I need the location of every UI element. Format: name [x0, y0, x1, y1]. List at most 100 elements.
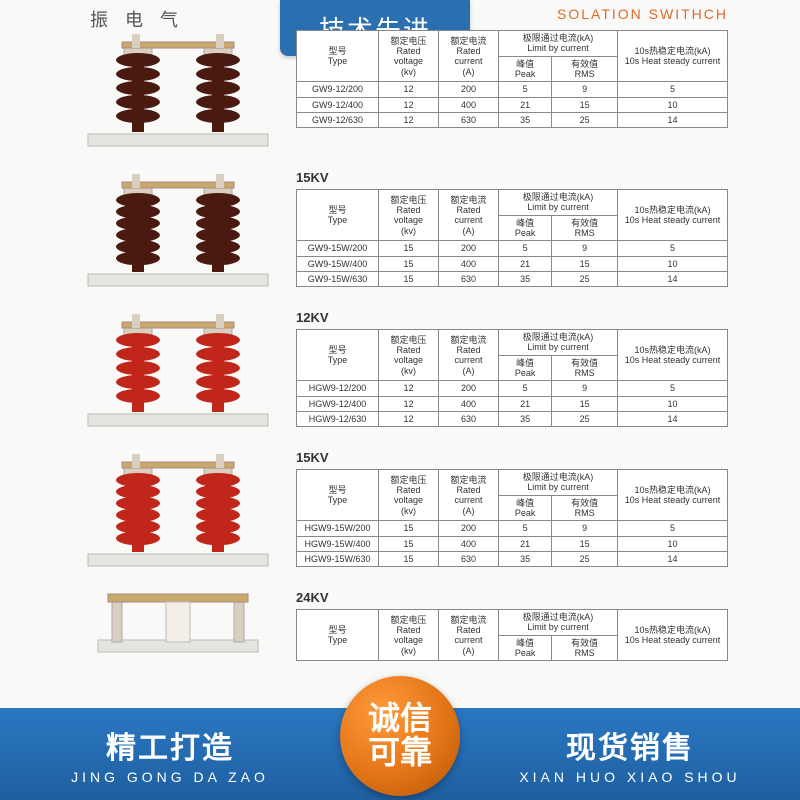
seal-top-text: 诚信 [368, 702, 432, 736]
spec-table: 型号Type 额定电压Rated voltage(kv) 额定电流Rated c… [296, 469, 728, 567]
section-row: 15KV 型号Type 额定电压Rated voltage(kv) 额定电流Ra… [78, 170, 728, 290]
footer-left-small: JING GONG DA ZAO [0, 769, 340, 785]
table-row: GW9-15W/400 15 400 21 15 10 [297, 256, 728, 271]
cell-rms: 9 [552, 381, 618, 396]
cell-curr: 400 [439, 396, 499, 411]
cell-peak: 5 [499, 241, 552, 256]
cell-heat: 10 [618, 256, 728, 271]
spec-table: 型号Type 额定电压Rated voltage(kv) 额定电流Rated c… [296, 329, 728, 427]
table-row: HGW9-15W/200 15 200 5 9 5 [297, 521, 728, 536]
table-row: GW9-15W/200 15 200 5 9 5 [297, 241, 728, 256]
cell-volt: 15 [379, 241, 439, 256]
cell-volt: 15 [379, 552, 439, 567]
th-rms: 有效值RMS [552, 215, 618, 241]
cell-heat: 14 [618, 272, 728, 287]
th-voltage: 额定电压Rated voltage(kv) [379, 330, 439, 381]
cell-heat: 10 [618, 97, 728, 112]
spec-block: 12KV 型号Type 额定电压Rated voltage(kv) 额定电流Ra… [296, 310, 728, 427]
spec-table: 型号Type 额定电压Rated voltage(kv) 额定电流Rated c… [296, 30, 728, 128]
cell-rms: 15 [552, 396, 618, 411]
cell-volt: 12 [379, 412, 439, 427]
cell-volt: 12 [379, 396, 439, 411]
th-voltage: 额定电压Rated voltage(kv) [379, 610, 439, 661]
section-row: 15KV 型号Type 额定电压Rated voltage(kv) 额定电流Ra… [78, 450, 728, 570]
cell-peak: 21 [499, 256, 552, 271]
cell-volt: 12 [379, 113, 439, 128]
th-type: 型号Type [297, 31, 379, 82]
cell-curr: 630 [439, 272, 499, 287]
cell-peak: 35 [499, 113, 552, 128]
cell-rms: 15 [552, 256, 618, 271]
cell-volt: 15 [379, 536, 439, 551]
kv-label: 12KV [296, 310, 728, 325]
cell-peak: 21 [499, 536, 552, 551]
table-row: HGW9-12/400 12 400 21 15 10 [297, 396, 728, 411]
spec-block: 24KV 型号Type 额定电压Rated voltage(kv) 额定电流Ra… [296, 590, 728, 661]
footer-right: 现货销售 XIAN HUO XIAO SHOU [460, 723, 800, 785]
cell-heat: 14 [618, 552, 728, 567]
footer-right-small: XIAN HUO XIAO SHOU [460, 769, 800, 785]
cell-volt: 12 [379, 97, 439, 112]
th-heat: 10s热稳定电流(kA)10s Heat steady current [618, 330, 728, 381]
table-row: GW9-12/630 12 630 35 25 14 [297, 113, 728, 128]
th-rms: 有效值RMS [552, 56, 618, 82]
header-left-text: 振 电 气 [90, 6, 184, 32]
cell-rms: 25 [552, 552, 618, 567]
th-heat: 10s热稳定电流(kA)10s Heat steady current [618, 610, 728, 661]
footer-seal: 诚信 可靠 [340, 676, 460, 796]
cell-rms: 15 [552, 97, 618, 112]
th-type: 型号Type [297, 330, 379, 381]
table-row: HGW9-15W/400 15 400 21 15 10 [297, 536, 728, 551]
th-peak: 峰值Peak [499, 56, 552, 82]
th-rms: 有效值RMS [552, 495, 618, 521]
seal-bottom-text: 可靠 [368, 736, 432, 770]
th-heat: 10s热稳定电流(kA)10s Heat steady current [618, 31, 728, 82]
cell-type: HGW9-12/630 [297, 412, 379, 427]
cell-curr: 200 [439, 82, 499, 97]
cell-peak: 21 [499, 97, 552, 112]
catalog-page: 振 电 气 SOLATION SWITHCH 技术先进 型号Type 额定电压R… [0, 0, 800, 800]
cell-volt: 15 [379, 521, 439, 536]
th-current: 额定电流Rated current(A) [439, 190, 499, 241]
cell-type: HGW9-12/400 [297, 396, 379, 411]
th-limit: 极限通过电流(kA)Limit by current [499, 610, 618, 636]
cell-rms: 25 [552, 113, 618, 128]
cell-rms: 9 [552, 82, 618, 97]
cell-volt: 15 [379, 272, 439, 287]
cell-type: GW9-12/630 [297, 113, 379, 128]
seal-circle-icon: 诚信 可靠 [340, 676, 460, 796]
table-row: GW9-15W/630 15 630 35 25 14 [297, 272, 728, 287]
cell-curr: 200 [439, 521, 499, 536]
cell-type: GW9-12/200 [297, 82, 379, 97]
kv-label: 15KV [296, 170, 728, 185]
cell-curr: 630 [439, 552, 499, 567]
cell-rms: 9 [552, 521, 618, 536]
cell-curr: 630 [439, 412, 499, 427]
product-image [78, 30, 278, 150]
section-row: 12KV 型号Type 额定电压Rated voltage(kv) 额定电流Ra… [78, 310, 728, 430]
spec-table: 型号Type 额定电压Rated voltage(kv) 额定电流Rated c… [296, 609, 728, 661]
table-row: HGW9-12/200 12 200 5 9 5 [297, 381, 728, 396]
cell-heat: 14 [618, 412, 728, 427]
th-limit: 极限通过电流(kA)Limit by current [499, 470, 618, 496]
cell-rms: 25 [552, 412, 618, 427]
th-current: 额定电流Rated current(A) [439, 610, 499, 661]
cell-peak: 21 [499, 396, 552, 411]
cell-type: GW9-15W/630 [297, 272, 379, 287]
th-type: 型号Type [297, 190, 379, 241]
cell-type: HGW9-12/200 [297, 381, 379, 396]
footer-left-big: 精工打造 [0, 723, 340, 767]
cell-volt: 12 [379, 381, 439, 396]
th-heat: 10s热稳定电流(kA)10s Heat steady current [618, 470, 728, 521]
th-peak: 峰值Peak [499, 355, 552, 381]
th-voltage: 额定电压Rated voltage(kv) [379, 31, 439, 82]
section-row: 24KV 型号Type 额定电压Rated voltage(kv) 额定电流Ra… [78, 590, 728, 680]
header-right-text: SOLATION SWITHCH [557, 6, 728, 22]
th-heat: 10s热稳定电流(kA)10s Heat steady current [618, 190, 728, 241]
product-image [78, 310, 278, 430]
th-current: 额定电流Rated current(A) [439, 330, 499, 381]
cell-heat: 10 [618, 536, 728, 551]
cell-rms: 25 [552, 272, 618, 287]
cell-curr: 400 [439, 97, 499, 112]
th-peak: 峰值Peak [499, 495, 552, 521]
